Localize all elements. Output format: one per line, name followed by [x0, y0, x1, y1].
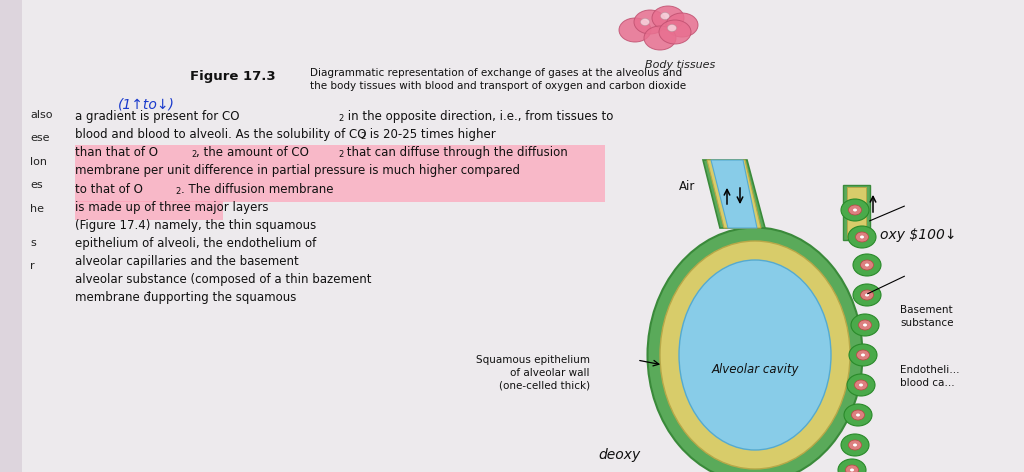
Text: Figure 17.3: Figure 17.3	[190, 70, 275, 83]
Ellipse shape	[679, 260, 831, 450]
Text: to that of O: to that of O	[75, 183, 143, 196]
Ellipse shape	[865, 263, 869, 267]
Ellipse shape	[847, 374, 874, 396]
Ellipse shape	[666, 13, 698, 37]
Text: that can diffuse through the diffusion: that can diffuse through the diffusion	[343, 146, 567, 159]
Text: amount of CO: amount of CO	[227, 146, 309, 159]
Ellipse shape	[618, 18, 651, 42]
Text: the body tissues with blood and transport of oxygen and carbon dioxide: the body tissues with blood and transpor…	[310, 81, 686, 91]
Ellipse shape	[640, 18, 649, 25]
Text: is made up of three major layers: is made up of three major layers	[75, 201, 268, 214]
Ellipse shape	[854, 380, 867, 390]
Text: Diagrammatic representation of exchange of gases at the alveolus and: Diagrammatic representation of exchange …	[310, 68, 682, 78]
Ellipse shape	[855, 232, 868, 242]
Ellipse shape	[644, 26, 676, 50]
Ellipse shape	[853, 209, 857, 211]
Ellipse shape	[659, 20, 691, 44]
Ellipse shape	[841, 434, 869, 456]
Ellipse shape	[652, 6, 684, 30]
Ellipse shape	[859, 383, 863, 387]
Ellipse shape	[848, 226, 876, 248]
Ellipse shape	[846, 465, 858, 472]
Ellipse shape	[853, 444, 857, 447]
Ellipse shape	[858, 320, 871, 330]
Ellipse shape	[852, 410, 864, 420]
Text: Endotheli…: Endotheli…	[900, 365, 959, 375]
Text: Body tissues: Body tissues	[645, 60, 715, 70]
Text: epithelium of alveoli, the endothelium of: epithelium of alveoli, the endothelium o…	[75, 237, 316, 250]
Text: 2: 2	[338, 150, 343, 159]
Text: , the: , the	[196, 146, 226, 159]
Ellipse shape	[647, 228, 862, 472]
Text: 2: 2	[175, 187, 180, 196]
Polygon shape	[707, 160, 761, 228]
Ellipse shape	[850, 469, 854, 472]
Text: alveolar substance (composed of a thin bazement: alveolar substance (composed of a thin b…	[75, 273, 372, 286]
Text: (Figure 17.4) namely, the thin squamous: (Figure 17.4) namely, the thin squamous	[75, 219, 316, 232]
Ellipse shape	[838, 459, 866, 472]
Text: 2: 2	[191, 150, 197, 159]
Text: substance: substance	[900, 318, 953, 328]
Ellipse shape	[856, 350, 869, 360]
Ellipse shape	[865, 294, 869, 296]
Text: of alveolar wall: of alveolar wall	[511, 368, 590, 378]
Text: Alveolar cavity: Alveolar cavity	[712, 363, 799, 377]
Text: es: es	[30, 180, 43, 190]
Bar	[75, 183, 605, 202]
Ellipse shape	[853, 254, 881, 276]
Ellipse shape	[841, 199, 869, 221]
Ellipse shape	[851, 314, 879, 336]
Text: oxy $100↓: oxy $100↓	[880, 228, 956, 242]
Text: Squamous epithelium: Squamous epithelium	[476, 355, 590, 365]
Text: s: s	[30, 238, 36, 248]
Text: in the opposite direction, i.e., from tissues to: in the opposite direction, i.e., from ti…	[344, 110, 613, 123]
Text: is 20-25 times higher: is 20-25 times higher	[366, 128, 496, 141]
Text: 2: 2	[360, 132, 366, 141]
Text: blood ca…: blood ca…	[900, 378, 954, 388]
Text: membrane đupporting the squamous: membrane đupporting the squamous	[75, 291, 296, 304]
Text: Air: Air	[679, 180, 695, 193]
Text: r: r	[30, 261, 35, 271]
Text: (one-celled thick): (one-celled thick)	[499, 381, 590, 391]
Polygon shape	[843, 185, 870, 240]
Text: a gradient is present for CO: a gradient is present for CO	[75, 110, 240, 123]
Text: ese: ese	[30, 133, 49, 143]
Ellipse shape	[849, 440, 861, 450]
Text: alveolar capillaries and the basement: alveolar capillaries and the basement	[75, 255, 299, 268]
Ellipse shape	[863, 323, 867, 327]
Ellipse shape	[660, 12, 670, 19]
Text: also: also	[30, 110, 52, 120]
Text: deoxy: deoxy	[598, 448, 640, 462]
Ellipse shape	[861, 354, 865, 356]
Text: Basement: Basement	[900, 305, 952, 315]
Text: he: he	[30, 204, 44, 214]
Polygon shape	[711, 160, 757, 228]
Text: lon: lon	[30, 157, 47, 167]
Text: (1↑to↓): (1↑to↓)	[118, 98, 175, 112]
Ellipse shape	[660, 241, 850, 469]
Text: membrane per unit difference in partial pressure is much higher compared: membrane per unit difference in partial …	[75, 164, 520, 177]
Ellipse shape	[853, 284, 881, 306]
Text: 2: 2	[338, 114, 343, 123]
Polygon shape	[847, 187, 866, 238]
Ellipse shape	[860, 236, 864, 238]
Bar	[75, 201, 223, 220]
Ellipse shape	[668, 25, 677, 32]
Ellipse shape	[634, 10, 666, 34]
Text: . The diffusion membrane: . The diffusion membrane	[181, 183, 334, 196]
Ellipse shape	[856, 413, 860, 416]
Text: blood and blood to alveoli. As the solubility of CO: blood and blood to alveoli. As the solub…	[75, 128, 367, 141]
Ellipse shape	[849, 344, 877, 366]
Ellipse shape	[844, 404, 872, 426]
Ellipse shape	[860, 290, 873, 300]
Polygon shape	[703, 160, 765, 228]
Ellipse shape	[849, 205, 861, 215]
Ellipse shape	[860, 260, 873, 270]
Text: than that of O: than that of O	[75, 146, 158, 159]
Bar	[75, 145, 605, 183]
